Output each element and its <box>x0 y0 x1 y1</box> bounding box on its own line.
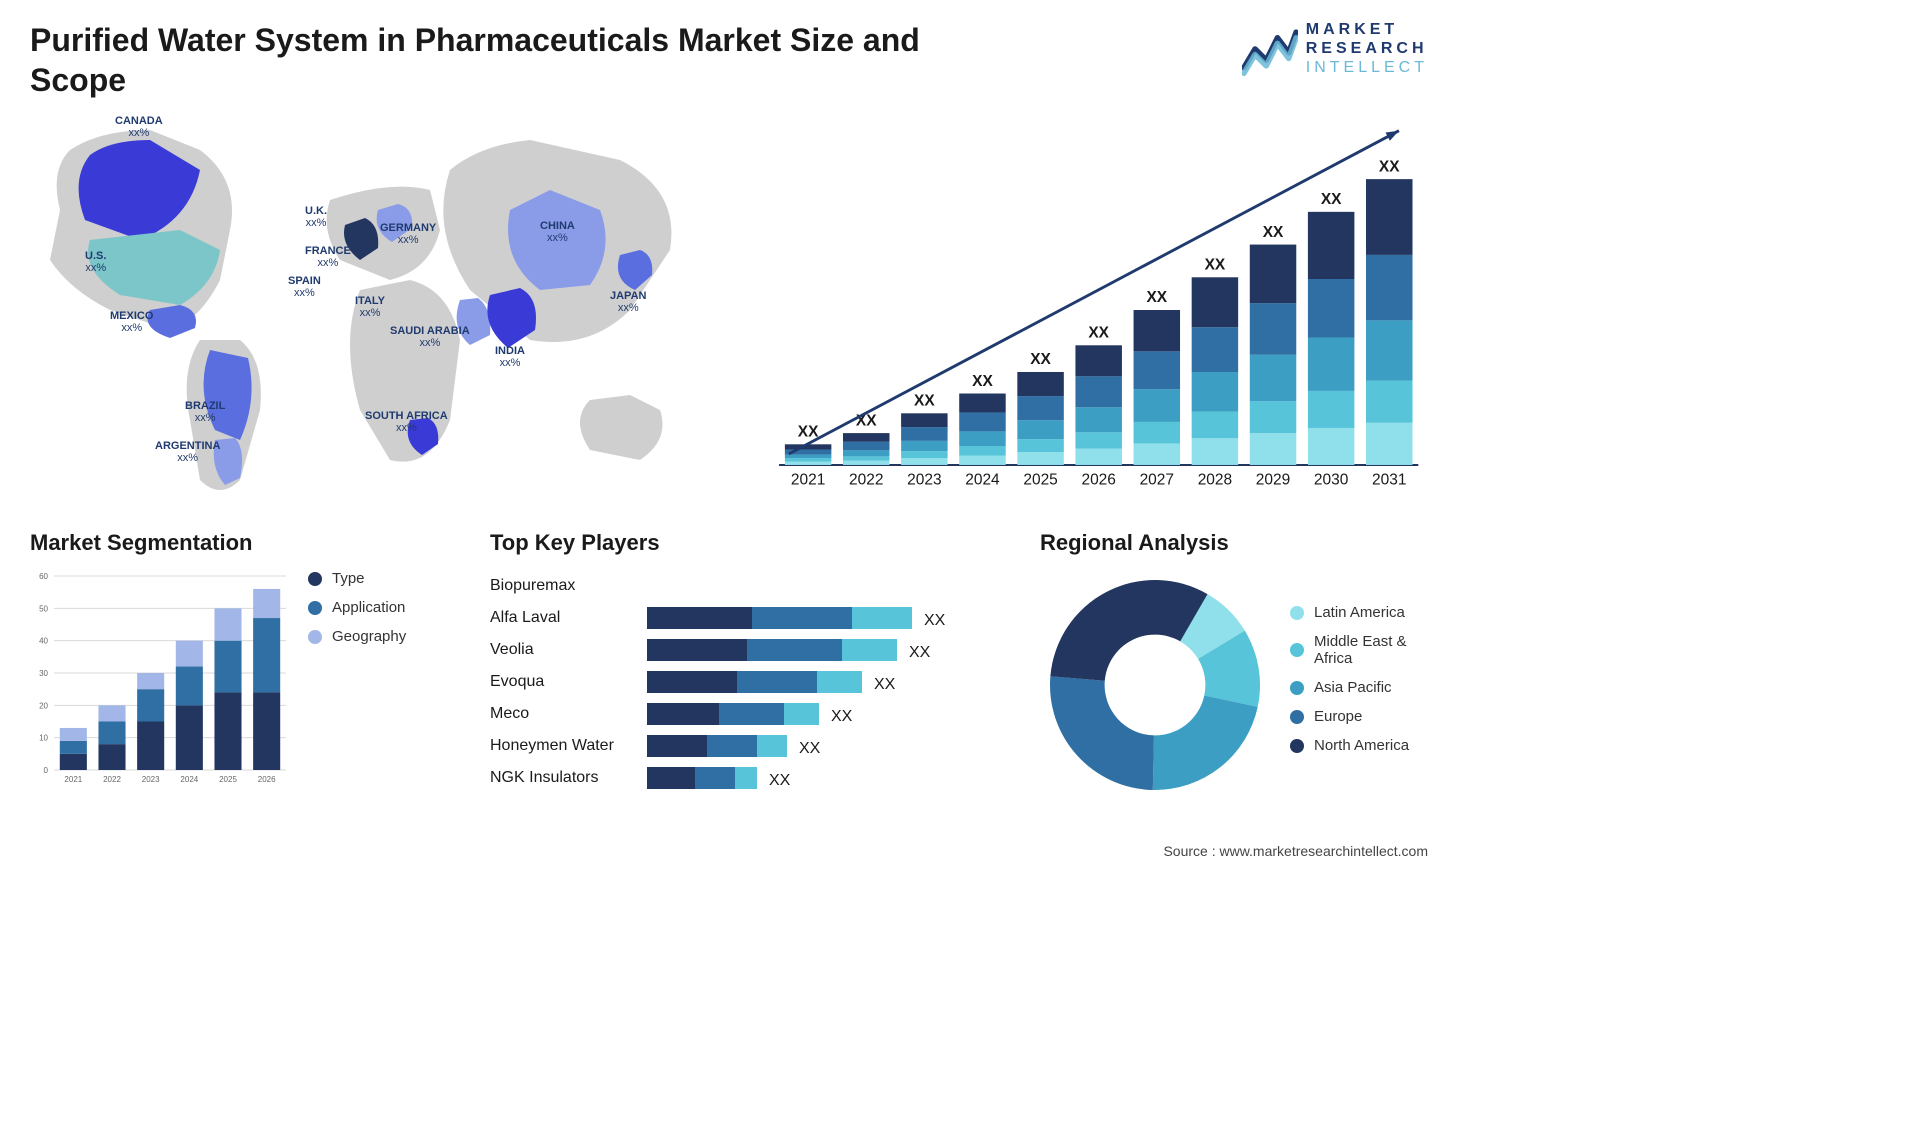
svg-text:2029: 2029 <box>1256 471 1290 488</box>
player-name: Meco <box>490 698 630 730</box>
regional-legend: Latin America Middle East & Africa Asia Pa… <box>1290 604 1428 766</box>
segmentation-chart: 0 10 20 30 40 50 60 2021 2022 2023 2024 2025 2026 <box>30 570 290 790</box>
svg-text:XX: XX <box>874 676 896 693</box>
svg-text:XX: XX <box>909 644 931 661</box>
logo-text-3: INTELLECT <box>1306 58 1428 77</box>
legend-item: Application <box>308 599 460 616</box>
svg-text:20: 20 <box>39 701 48 710</box>
country-label: FRANCExx% <box>305 245 351 269</box>
svg-text:XX: XX <box>1030 351 1051 368</box>
svg-text:2030: 2030 <box>1314 471 1348 488</box>
country-label: SAUDI ARABIAxx% <box>390 325 470 349</box>
svg-text:XX: XX <box>1263 224 1284 241</box>
country-label: BRAZILxx% <box>185 400 225 424</box>
key-players-panel: Top Key Players BiopuremaxAlfa LavalVeol… <box>490 530 1010 805</box>
regional-donut-chart <box>1040 570 1270 800</box>
svg-text:2028: 2028 <box>1198 471 1232 488</box>
country-label: ITALYxx% <box>355 295 385 319</box>
svg-text:XX: XX <box>1088 325 1109 342</box>
svg-text:0: 0 <box>44 766 49 775</box>
svg-text:2024: 2024 <box>180 775 198 784</box>
svg-text:30: 30 <box>39 669 48 678</box>
svg-text:2022: 2022 <box>849 471 883 488</box>
country-label: U.K.xx% <box>305 205 327 229</box>
country-label: MEXICOxx% <box>110 310 153 334</box>
svg-text:2021: 2021 <box>791 471 825 488</box>
country-label: CANADAxx% <box>115 115 163 139</box>
legend-item: North America <box>1290 737 1428 754</box>
svg-text:XX: XX <box>769 772 791 789</box>
svg-text:10: 10 <box>39 734 48 743</box>
legend-item: Asia Pacific <box>1290 679 1428 696</box>
country-label: SPAINxx% <box>288 275 321 299</box>
source-text: Source : www.marketresearchintellect.com <box>1163 843 1428 859</box>
segmentation-legend: Type Application Geography <box>308 570 460 790</box>
svg-text:2025: 2025 <box>1023 471 1057 488</box>
player-name: Honeymen Water <box>490 730 630 762</box>
svg-text:40: 40 <box>39 637 48 646</box>
logo-text-1: MARKET <box>1306 20 1428 39</box>
player-name: Veolia <box>490 634 630 666</box>
country-label: JAPANxx% <box>610 290 646 314</box>
player-name: Alfa Laval <box>490 602 630 634</box>
svg-text:2026: 2026 <box>1081 471 1115 488</box>
svg-text:2025: 2025 <box>219 775 237 784</box>
svg-text:XX: XX <box>914 393 935 410</box>
segmentation-panel: Market Segmentation 0 10 20 30 40 50 60 2021 202… <box>30 530 460 805</box>
segmentation-title: Market Segmentation <box>30 530 460 556</box>
svg-text:XX: XX <box>1205 257 1226 274</box>
svg-text:2027: 2027 <box>1140 471 1174 488</box>
legend-item: Latin America <box>1290 604 1428 621</box>
svg-text:XX: XX <box>1379 158 1400 175</box>
svg-text:XX: XX <box>856 412 877 429</box>
regional-panel: Regional Analysis Latin America Middle Ea… <box>1040 530 1428 805</box>
player-name: Evoqua <box>490 666 630 698</box>
key-players-labels: BiopuremaxAlfa LavalVeoliaEvoquaMecoHone… <box>490 570 630 805</box>
legend-item: Europe <box>1290 708 1428 725</box>
svg-text:XX: XX <box>831 708 853 725</box>
country-label: INDIAxx% <box>495 345 525 369</box>
world-map-panel: CANADAxx% U.S.xx% MEXICOxx% BRAZILxx% ARGENT… <box>30 110 730 510</box>
svg-text:2024: 2024 <box>965 471 1000 488</box>
logo-text-2: RESEARCH <box>1306 39 1428 58</box>
svg-text:XX: XX <box>972 373 993 390</box>
country-label: U.S.xx% <box>85 250 106 274</box>
svg-text:XX: XX <box>799 740 821 757</box>
country-label: SOUTH AFRICAxx% <box>365 410 448 434</box>
regional-title: Regional Analysis <box>1040 530 1428 556</box>
logo-mark-icon <box>1242 21 1298 77</box>
legend-item: Middle East & Africa <box>1290 633 1428 667</box>
svg-text:60: 60 <box>39 572 48 581</box>
svg-text:XX: XX <box>924 612 946 629</box>
legend-item: Type <box>308 570 460 587</box>
player-name: NGK Insulators <box>490 762 630 794</box>
svg-text:2022: 2022 <box>103 775 121 784</box>
player-name: Biopuremax <box>490 570 630 602</box>
svg-text:XX: XX <box>1146 289 1167 306</box>
svg-text:2026: 2026 <box>258 775 276 784</box>
key-players-title: Top Key Players <box>490 530 1010 556</box>
svg-text:XX: XX <box>1321 191 1342 208</box>
key-players-bars: XX XX XX XX XX XX <box>644 570 1010 805</box>
svg-text:2023: 2023 <box>907 471 941 488</box>
svg-text:2031: 2031 <box>1372 471 1406 488</box>
svg-text:50: 50 <box>39 604 48 613</box>
legend-item: Geography <box>308 628 460 645</box>
svg-text:2023: 2023 <box>142 775 160 784</box>
brand-logo: MARKET RESEARCH INTELLECT <box>1242 20 1428 78</box>
growth-bar-chart: 2021 XX 2022 XX 2023 XX 2024 XX 2025 XX 2026 XX 2027… <box>750 110 1428 510</box>
page-title: Purified Water System in Pharmaceuticals… <box>30 20 930 100</box>
country-label: ARGENTINAxx% <box>155 440 220 464</box>
svg-text:2021: 2021 <box>64 775 82 784</box>
country-label: CHINAxx% <box>540 220 575 244</box>
country-label: GERMANYxx% <box>380 222 436 246</box>
